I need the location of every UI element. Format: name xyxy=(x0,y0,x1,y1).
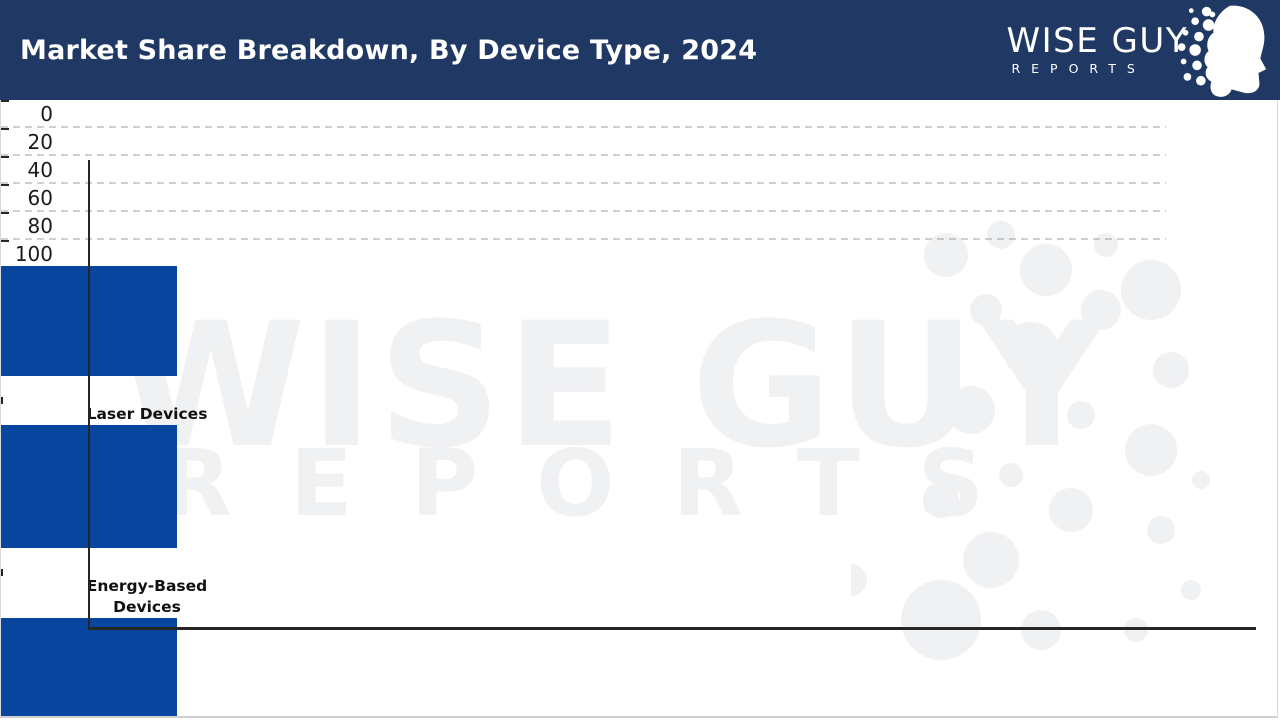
y-tick-label: 20 xyxy=(27,130,53,154)
gridline-100 xyxy=(1,238,1166,240)
gridline-20 xyxy=(1,126,1166,128)
x-axis-label-laser-devices: Laser Devices xyxy=(1,404,293,425)
x-tick-mark xyxy=(1,396,3,404)
y-tick-mark xyxy=(1,156,9,158)
logo-subtext: REPORTS xyxy=(1011,61,1146,76)
bar-injectable-devices xyxy=(1,618,177,716)
wise-guy-logo: WISE GUY REPORTS xyxy=(1006,2,1280,98)
y-tick-label: 0 xyxy=(40,102,53,126)
x-axis-label-line: Laser Devices xyxy=(86,404,208,423)
y-tick-label: 80 xyxy=(27,214,53,238)
gridline-60 xyxy=(1,182,1166,184)
y-tick-mark xyxy=(1,212,9,214)
y-tick-mark xyxy=(1,240,9,242)
header-bar: Market Share Breakdown, By Device Type, … xyxy=(0,0,1280,100)
page-title: Market Share Breakdown, By Device Type, … xyxy=(20,34,758,66)
y-tick-label: 40 xyxy=(27,158,53,182)
logo-wordmark: WISE GUY xyxy=(1006,21,1188,61)
watermark-wordmark: WISE GUY xyxy=(116,285,1109,486)
watermark-head-icon xyxy=(851,221,1210,660)
y-tick-label: 100 xyxy=(14,242,53,266)
y-tick-mark xyxy=(1,100,9,102)
gridline-40 xyxy=(1,154,1166,156)
x-axis-label-line: Devices xyxy=(113,598,181,617)
wise-guy-logo-text: WISE GUY REPORTS xyxy=(1006,24,1188,76)
gridline-80 xyxy=(1,210,1166,212)
chart-area: WISE GUY REPORTS 020406080100XX%Laser De… xyxy=(0,100,1278,718)
wise-guy-head-icon xyxy=(1177,5,1267,97)
x-axis-label-energy-based-devices: Energy-Based Devices xyxy=(1,576,293,618)
watermark-subtext: REPORTS xyxy=(161,430,1043,537)
x-tick-mark xyxy=(1,569,3,577)
y-tick-label: 60 xyxy=(27,186,53,210)
x-axis-label-line: Energy-Based xyxy=(86,577,208,596)
y-tick-mark xyxy=(1,184,9,186)
y-axis xyxy=(88,160,90,629)
y-tick-mark xyxy=(1,128,9,130)
x-axis xyxy=(88,627,1256,630)
